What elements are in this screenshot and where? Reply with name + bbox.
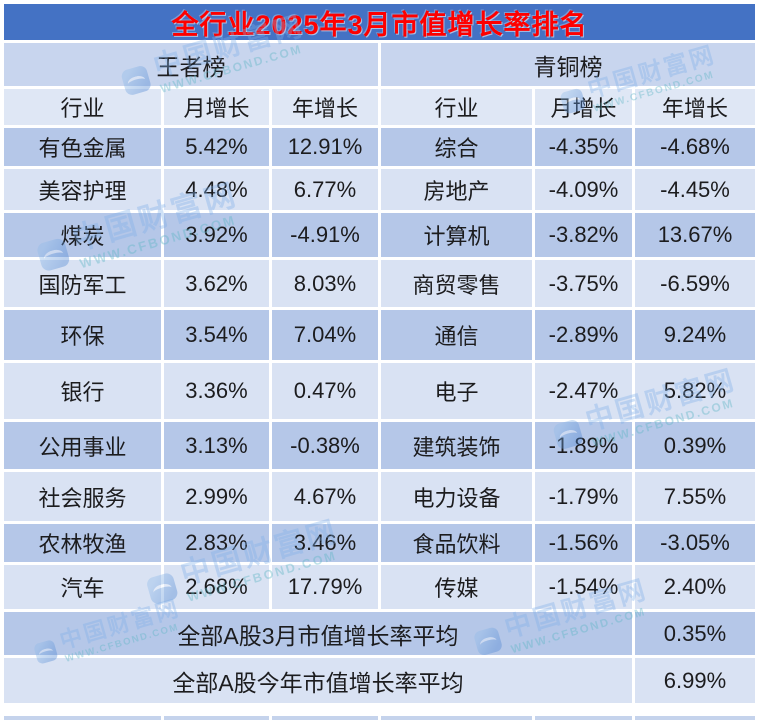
table-cell-month-left: 2.99% [164, 472, 269, 521]
sliver-cell [164, 716, 269, 720]
table-cell-year-left: 3.46% [272, 524, 378, 562]
table-cell-industry-left: 有色金属 [4, 128, 161, 166]
table-cell-year-left: 12.91% [272, 128, 378, 166]
table-cell-month-right: -3.82% [535, 213, 632, 257]
table-cell-month-left: 3.13% [164, 422, 269, 469]
table-cell-year-left: -4.91% [272, 213, 378, 257]
table-cell-industry-right: 综合 [381, 128, 532, 166]
table-cell-month-right: -1.79% [535, 472, 632, 521]
summary-value-march: 0.35% [635, 612, 755, 655]
group-header-bronze: 青铜榜 [381, 43, 755, 86]
table-cell-month-right: -1.56% [535, 524, 632, 562]
group-header-kings: 王者榜 [4, 43, 378, 86]
column-header-industry-left: 行业 [4, 89, 161, 125]
table-cell-month-right: -2.89% [535, 310, 632, 360]
table-cell-year-left: 7.04% [272, 310, 378, 360]
table-cell-year-right: 13.67% [635, 213, 755, 257]
summary-label-ytd: 全部A股今年市值增长率平均 [4, 658, 632, 703]
table-cell-month-left: 2.68% [164, 565, 269, 609]
table-cell-year-right: -6.59% [635, 260, 755, 307]
table-cell-month-left: 4.48% [164, 169, 269, 210]
table-cell-year-left: 17.79% [272, 565, 378, 609]
table-cell-industry-left: 社会服务 [4, 472, 161, 521]
table-cell-year-left: 4.67% [272, 472, 378, 521]
table-cell-year-right: 5.82% [635, 363, 755, 419]
next-row-sliver [4, 716, 755, 720]
sliver-cell [381, 716, 532, 720]
table-cell-month-right: -4.35% [535, 128, 632, 166]
table-cell-industry-left: 美容护理 [4, 169, 161, 210]
table-cell-month-right: -1.54% [535, 565, 632, 609]
table-cell-month-left: 3.62% [164, 260, 269, 307]
table-cell-month-right: -4.09% [535, 169, 632, 210]
table-cell-year-left: 8.03% [272, 260, 378, 307]
table-cell-industry-right: 建筑装饰 [381, 422, 532, 469]
table-cell-industry-left: 国防军工 [4, 260, 161, 307]
table-cell-year-left: 6.77% [272, 169, 378, 210]
sliver-cell [535, 716, 632, 720]
table-cell-industry-right: 电力设备 [381, 472, 532, 521]
table-cell-industry-left: 公用事业 [4, 422, 161, 469]
table-cell-industry-right: 电子 [381, 363, 532, 419]
table-cell-industry-left: 环保 [4, 310, 161, 360]
sliver-cell [4, 716, 161, 720]
table-cell-year-right: -3.05% [635, 524, 755, 562]
column-header-industry-right: 行业 [381, 89, 532, 125]
table-cell-industry-left: 汽车 [4, 565, 161, 609]
table-cell-month-right: -2.47% [535, 363, 632, 419]
table-cell-industry-right: 商贸零售 [381, 260, 532, 307]
sliver-cell [272, 716, 378, 720]
table-cell-year-right: -4.45% [635, 169, 755, 210]
column-header-year-left: 年增长 [272, 89, 378, 125]
table-cell-month-right: -1.89% [535, 422, 632, 469]
column-header-year-right: 年增长 [635, 89, 755, 125]
market-cap-growth-table: 全行业2025年3月市值增长率排名 王者榜 青铜榜 行业 月增长 年增长 行业 … [4, 4, 755, 703]
table-cell-industry-left: 农林牧渔 [4, 524, 161, 562]
column-header-month-right: 月增长 [535, 89, 632, 125]
sliver-cell [635, 716, 755, 720]
table-cell-month-left: 5.42% [164, 128, 269, 166]
table-cell-year-right: 9.24% [635, 310, 755, 360]
table-cell-industry-right: 通信 [381, 310, 532, 360]
table-cell-year-right: 0.39% [635, 422, 755, 469]
column-header-month-left: 月增长 [164, 89, 269, 125]
table-cell-year-left: 0.47% [272, 363, 378, 419]
table-cell-industry-left: 银行 [4, 363, 161, 419]
table-cell-industry-right: 传媒 [381, 565, 532, 609]
table-cell-month-left: 3.54% [164, 310, 269, 360]
table-cell-industry-right: 房地产 [381, 169, 532, 210]
table-cell-industry-right: 食品饮料 [381, 524, 532, 562]
table-cell-month-left: 2.83% [164, 524, 269, 562]
table-cell-year-right: -4.68% [635, 128, 755, 166]
table-title: 全行业2025年3月市值增长率排名 [4, 4, 755, 40]
table-cell-year-left: -0.38% [272, 422, 378, 469]
table-cell-month-left: 3.92% [164, 213, 269, 257]
table-cell-industry-left: 煤炭 [4, 213, 161, 257]
table-cell-month-left: 3.36% [164, 363, 269, 419]
summary-value-ytd: 6.99% [635, 658, 755, 703]
table-cell-year-right: 2.40% [635, 565, 755, 609]
table-cell-industry-right: 计算机 [381, 213, 532, 257]
table-cell-month-right: -3.75% [535, 260, 632, 307]
table-cell-year-right: 7.55% [635, 472, 755, 521]
summary-label-march: 全部A股3月市值增长率平均 [4, 612, 632, 655]
